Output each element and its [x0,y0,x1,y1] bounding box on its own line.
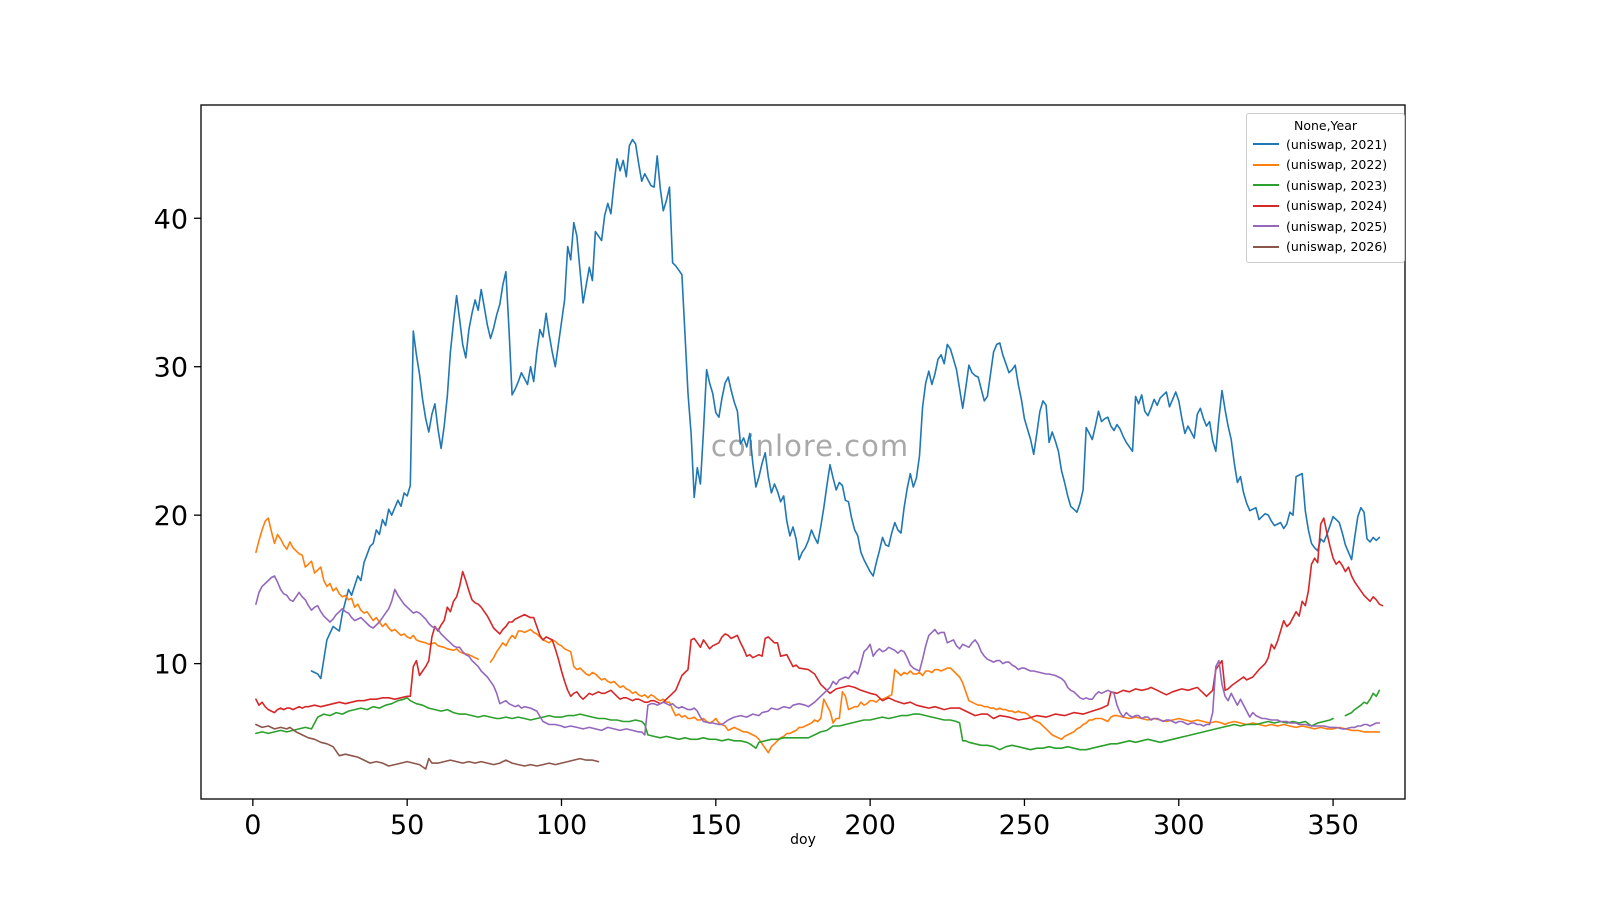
legend-item: (uniswap, 2024) [1253,196,1398,217]
legend-title: None,Year [1293,118,1358,133]
legend-item: (uniswap, 2025) [1253,216,1398,237]
price-line-2022 [489,628,1381,754]
legend-item-label: (uniswap, 2025) [1286,218,1388,234]
x-tick-label: 350 [1307,810,1359,841]
legend-item-label: (uniswap, 2023) [1286,177,1388,193]
x-tick-label: 50 [390,810,424,841]
legend-item-label: (uniswap, 2024) [1286,198,1388,214]
legend-line-swatch [1253,204,1279,207]
price-line-2025 [255,575,1381,736]
legend-items: (uniswap, 2021) (uniswap, 2022) (uniswap, … [1253,134,1398,257]
legend-line-swatch [1253,184,1279,187]
legend-item-label: (uniswap, 2021) [1286,136,1388,152]
price-line-2026 [255,723,600,770]
legend-item-label: (uniswap, 2022) [1286,157,1388,173]
legend-item: (uniswap, 2021) [1253,134,1398,155]
x-tick-label: 200 [844,810,896,841]
x-axis-label: doy [790,832,816,848]
x-tick-label: 250 [999,810,1051,841]
price-line-2023 [255,696,1334,751]
x-tick-label: 300 [1153,810,1205,841]
axes-spines [200,104,1406,800]
legend-line-swatch [1253,225,1279,228]
y-tick-label: 40 [154,204,188,235]
legend-line-swatch [1253,163,1279,166]
legend-item: (uniswap, 2023) [1253,175,1398,196]
y-tick-label: 10 [154,650,188,681]
legend-item: (uniswap, 2026) [1253,237,1398,258]
price-line-2023 [1344,689,1381,717]
price-line-2021 [310,138,1381,680]
legend-line-swatch [1253,245,1279,248]
x-tick-label: 0 [244,810,261,841]
legend: None,Year (uniswap, 2021) (uniswap, 2022)… [1246,113,1405,263]
price-line-2024 [255,517,1384,721]
y-tick-label: 20 [154,501,188,532]
price-line-2022 [255,517,480,661]
x-tick-label: 150 [690,810,742,841]
legend-line-swatch [1253,143,1279,146]
legend-item-label: (uniswap, 2026) [1286,239,1388,255]
legend-item: (uniswap, 2022) [1253,155,1398,176]
y-tick-label: 30 [154,353,188,384]
watermark: coinlore.com [710,429,910,463]
x-tick-label: 100 [536,810,588,841]
